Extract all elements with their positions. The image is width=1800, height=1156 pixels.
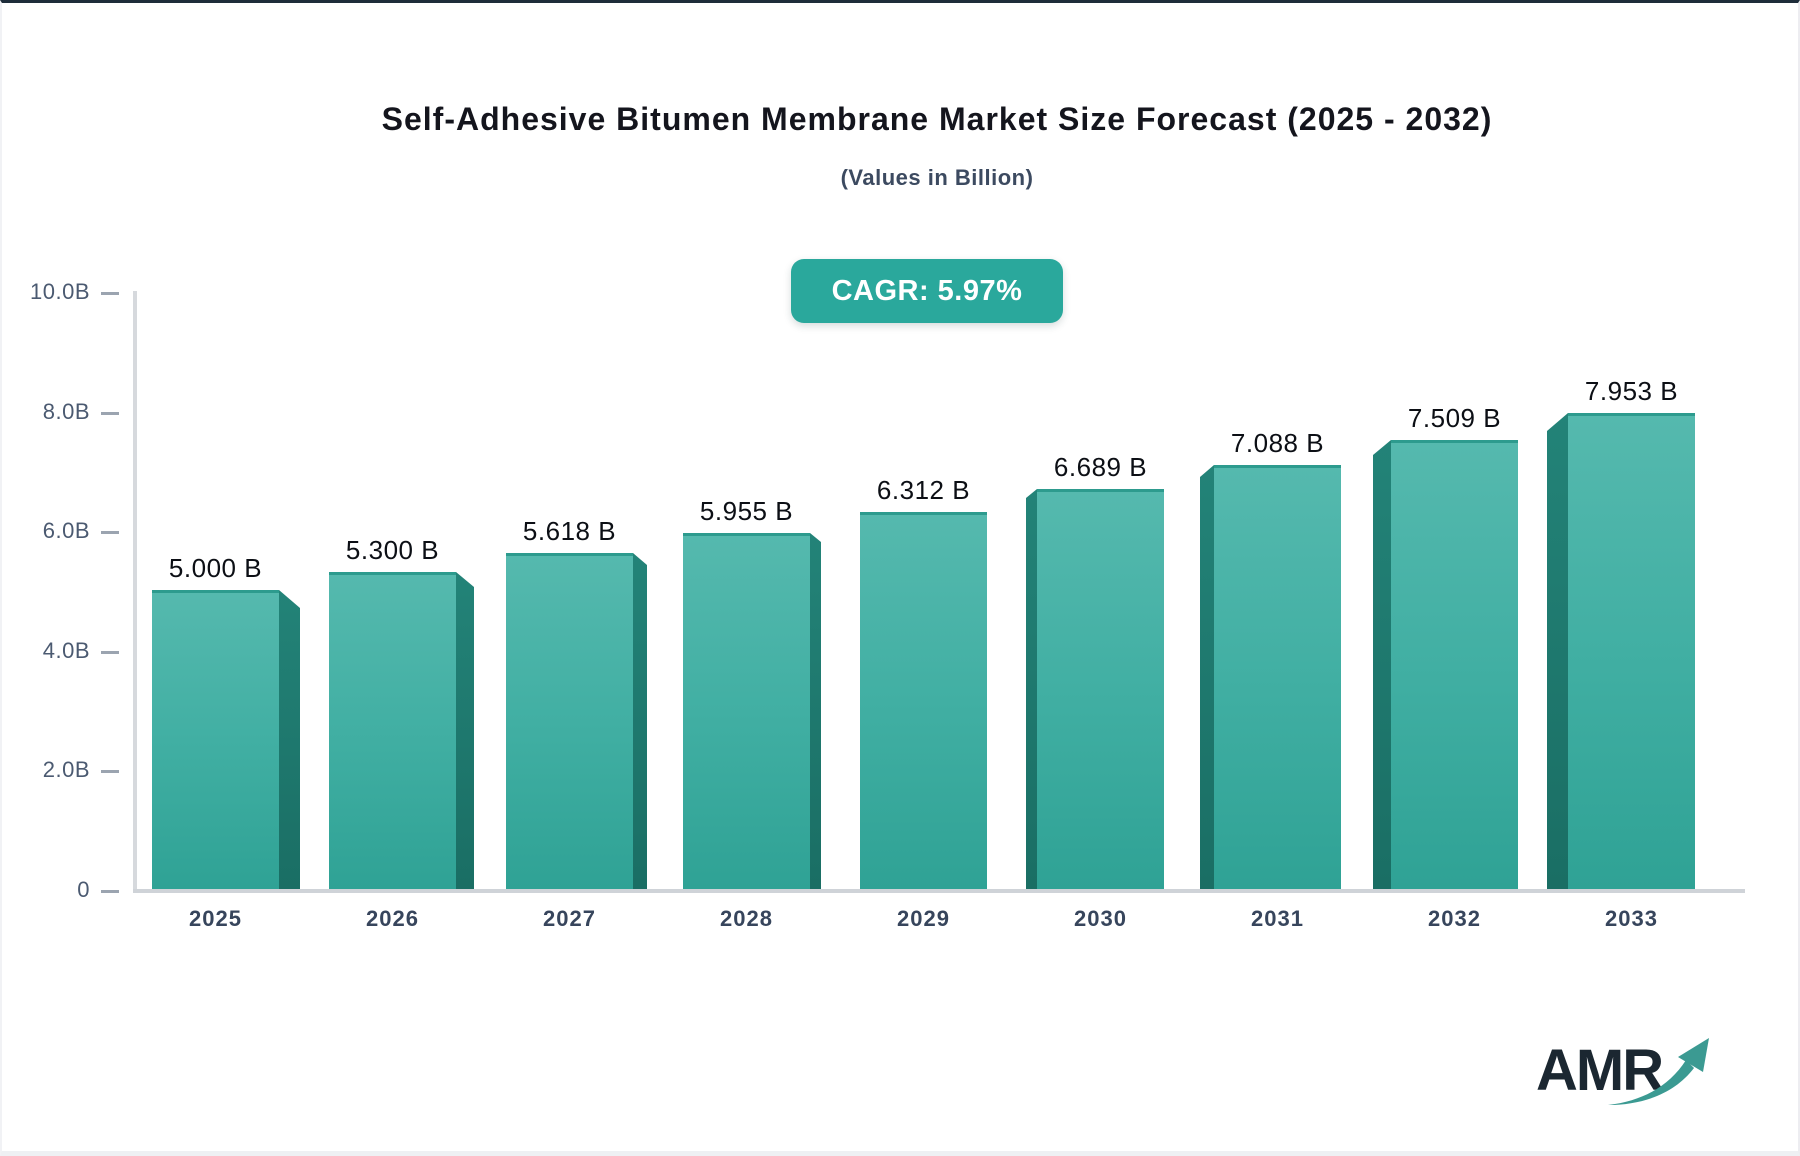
growth-arrow-icon	[1608, 1038, 1709, 1105]
bar-side-face	[810, 533, 821, 889]
bar-2025	[152, 590, 279, 889]
bar-value-label: 5.618 B	[522, 516, 617, 546]
y-tick-mark	[101, 650, 119, 654]
bar-side-face	[279, 590, 300, 889]
y-tick-label: 8.0B	[42, 398, 90, 424]
amr-logo: AMR	[1530, 1035, 1720, 1125]
bar-2028	[683, 533, 810, 889]
x-axis-line	[133, 889, 1745, 893]
y-tick-label: 4.0B	[42, 637, 90, 663]
bar-2029	[860, 512, 987, 889]
x-tick-label: 2030	[1074, 906, 1127, 931]
x-tick-label: 2026	[366, 906, 419, 931]
y-tick-mark	[101, 531, 119, 535]
bar-chart-plot: 0 2.0B 4.0B 6.0B 8.0B 10.0B 5.000 B 5.300 B 5.6…	[2, 3, 1798, 1151]
y-tick-mark	[101, 411, 119, 415]
y-tick-label: 0	[77, 877, 90, 902]
bar-side-face	[1200, 465, 1214, 889]
x-tick-label: 2025	[189, 906, 242, 931]
chart-title: Self-Adhesive Bitumen Membrane Market Si…	[381, 101, 1493, 137]
amr-logo-text: AMR	[1536, 1038, 1664, 1103]
bar-value-label: 6.689 B	[1053, 452, 1148, 482]
y-axis-line	[133, 291, 137, 893]
y-tick-mark	[101, 770, 119, 774]
x-tick-label: 2029	[897, 906, 950, 931]
bar-value-label: 5.000 B	[168, 553, 263, 583]
bar-value-label: 5.300 B	[345, 535, 440, 565]
bar-2027	[506, 553, 633, 889]
bar-value-label: 7.088 B	[1230, 428, 1325, 458]
bar-value-label: 5.955 B	[699, 496, 794, 526]
bar-value-label: 6.312 B	[876, 475, 971, 505]
bar-side-face	[1373, 440, 1391, 889]
chart-subtitle: (Values in Billion)	[840, 165, 1034, 190]
y-tick-label: 2.0B	[42, 757, 90, 783]
y-tick-label: 10.0B	[30, 279, 90, 304]
x-tick-label: 2027	[543, 906, 596, 931]
bar-side-face	[1547, 413, 1568, 889]
bar-2026	[329, 572, 456, 889]
cagr-badge: CAGR: 5.97%	[791, 259, 1063, 323]
bar-2032	[1391, 440, 1518, 889]
bar-2033	[1568, 413, 1695, 889]
x-tick-label: 2028	[720, 906, 773, 931]
y-tick-mark	[101, 292, 119, 295]
bar-2030	[1037, 489, 1164, 889]
x-tick-label: 2031	[1251, 906, 1304, 931]
bar-side-face	[633, 553, 647, 889]
bar-value-label: 7.509 B	[1407, 403, 1502, 433]
y-tick-label: 6.0B	[42, 518, 90, 544]
bar-side-face	[1026, 489, 1037, 889]
y-tick-mark	[101, 890, 119, 893]
bar-2031	[1214, 465, 1341, 889]
bar-value-label: 7.953 B	[1584, 376, 1679, 406]
x-tick-label: 2033	[1605, 906, 1658, 931]
x-tick-label: 2032	[1428, 906, 1481, 931]
bar-side-face	[456, 572, 474, 889]
